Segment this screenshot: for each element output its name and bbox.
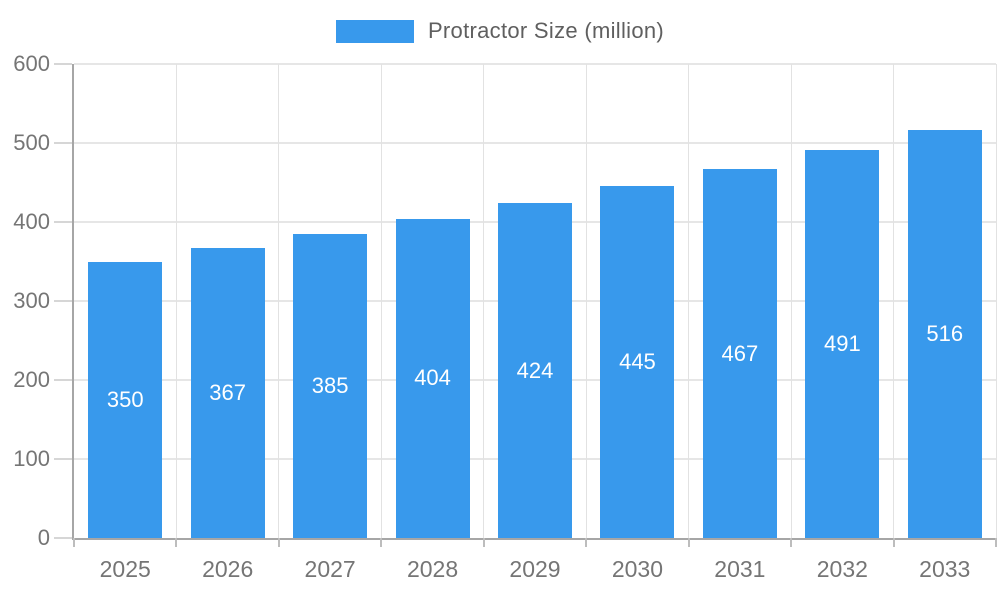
x-axis-label: 2028 [406, 556, 459, 582]
x-axis-label: 2030 [611, 556, 664, 582]
legend-swatch [335, 19, 414, 43]
bar-2029[interactable]: 424 [498, 203, 572, 538]
v-gridline [995, 64, 997, 538]
y-axis-line [72, 64, 74, 538]
y-axis-tick [54, 458, 72, 460]
h-gridline [74, 63, 996, 65]
y-axis-tick [54, 379, 72, 381]
y-axis-label: 400 [13, 209, 50, 234]
v-gridline [175, 64, 177, 538]
y-axis-label: 100 [13, 446, 50, 471]
x-axis-tick [277, 538, 280, 547]
bar-value-label: 424 [516, 357, 554, 383]
bar-value-label: 467 [721, 340, 759, 366]
plot-area: 0 100 200 300 400 500 600 350 2025 367 2026 385 2027… [13, 51, 997, 582]
v-gridline [893, 64, 895, 538]
y-axis-tick [54, 142, 72, 144]
x-axis-tick [175, 538, 178, 547]
x-axis-label: 2032 [816, 556, 868, 582]
x-axis-tick [73, 538, 75, 547]
v-gridline [278, 64, 280, 538]
bar-2026[interactable]: 367 [190, 248, 265, 538]
v-gridline [380, 64, 382, 538]
y-axis-label: 500 [13, 130, 50, 155]
h-gridline [74, 142, 996, 144]
chart-legend[interactable]: Protractor Size (million) [0, 18, 1000, 44]
bar-2030[interactable]: 445 [600, 186, 675, 538]
x-axis-tick [687, 538, 690, 547]
bar-value-label: 516 [926, 321, 964, 347]
bar-value-label: 491 [823, 331, 861, 357]
bar-2032[interactable]: 491 [805, 150, 880, 538]
bar-value-label: 404 [414, 365, 451, 391]
bar-2025[interactable]: 350 [88, 261, 163, 538]
v-gridline [790, 64, 792, 538]
x-axis-label: 2026 [202, 556, 254, 582]
legend-label: Protractor Size (million) [427, 18, 665, 43]
bar-value-label: 367 [209, 380, 247, 406]
v-gridline [585, 64, 587, 538]
y-axis-tick [54, 221, 72, 223]
v-gridline [483, 64, 485, 538]
bar-2027[interactable]: 385 [293, 233, 368, 538]
x-axis-tick [995, 538, 997, 547]
x-axis-label: 2033 [919, 556, 971, 582]
bar-value-label: 350 [106, 386, 144, 412]
y-axis-label: 200 [13, 367, 50, 392]
x-axis-line [72, 538, 996, 540]
y-axis-label: 300 [13, 288, 50, 313]
x-axis-label: 2029 [509, 556, 561, 582]
x-axis-tick [380, 538, 383, 547]
x-axis-tick [482, 538, 485, 547]
bar-value-label: 385 [311, 372, 349, 398]
bar-2033[interactable]: 516 [907, 130, 982, 538]
y-axis-tick [54, 300, 72, 302]
bar-2028[interactable]: 404 [395, 218, 470, 538]
v-gridline [688, 64, 690, 538]
y-axis-label: 0 [37, 525, 50, 550]
x-axis-tick [790, 538, 793, 547]
x-axis-tick [892, 538, 895, 547]
x-axis-tick [585, 538, 588, 547]
x-axis-label: 2025 [99, 556, 151, 582]
bar-value-label: 445 [619, 349, 656, 375]
y-axis-tick [54, 537, 72, 539]
y-axis-label: 600 [13, 51, 50, 76]
x-axis-label: 2031 [714, 556, 766, 582]
bar-2031[interactable]: 467 [702, 169, 777, 538]
y-axis-tick [54, 63, 72, 65]
x-axis-label: 2027 [304, 556, 356, 582]
